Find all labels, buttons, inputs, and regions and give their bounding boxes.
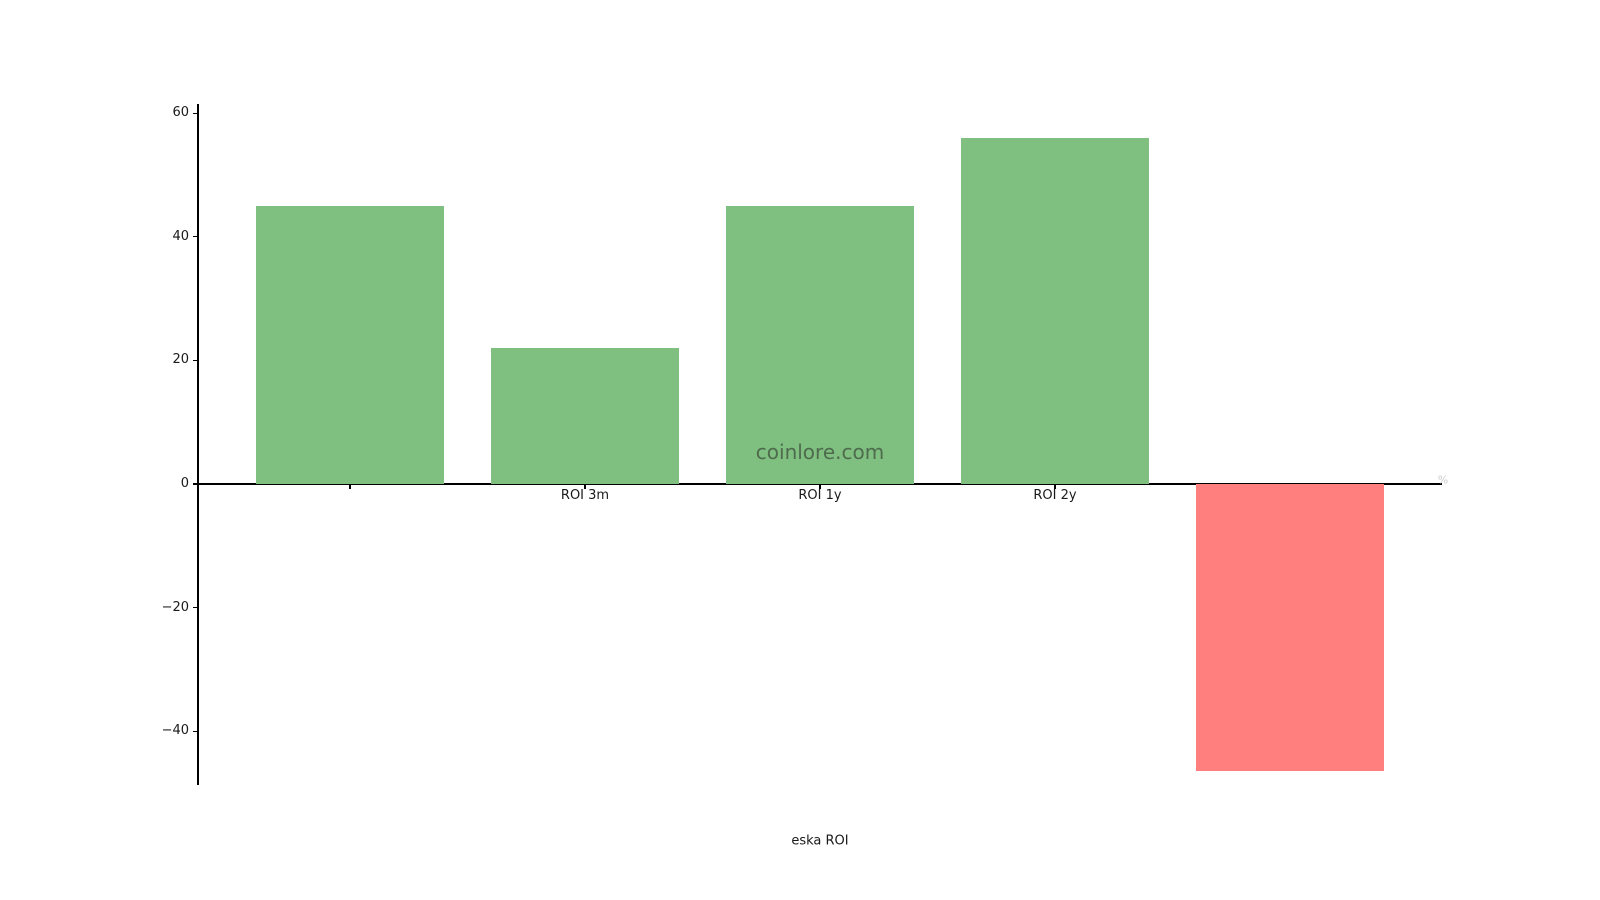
y-tick (193, 112, 198, 114)
x-tick-label: ROI 3m (560, 488, 610, 503)
x-tick-label: ROI 1y (798, 488, 842, 503)
y-tick (193, 607, 198, 609)
y-tick (193, 483, 198, 485)
bar-1-roi-3m (491, 348, 679, 484)
x-tick (819, 484, 821, 489)
bar-0 (256, 205, 444, 484)
x-tick (349, 484, 351, 489)
bar-2-roi-1y (726, 205, 914, 484)
x-tick (1054, 484, 1056, 489)
y-tick (193, 730, 198, 732)
x-axis-title: eska ROI (791, 833, 849, 849)
watermark-text: coinlore.com (755, 440, 885, 464)
y-tick (193, 359, 198, 362)
y-axis-spine (197, 104, 199, 785)
y-tick-label: 20 (172, 352, 189, 368)
y-tick-label: 40 (172, 228, 189, 244)
y-tick-label: −40 (161, 723, 189, 739)
bar-4 (1196, 484, 1384, 772)
x-tick (584, 484, 586, 489)
y-tick-label: 60 (172, 105, 189, 121)
bar-3-roi-2y (961, 137, 1149, 484)
x-tick-label: ROI 2y (1033, 488, 1077, 503)
y-tick (193, 236, 198, 238)
y-tick-label: 0 (180, 476, 189, 491)
y-tick-label: −20 (161, 599, 189, 615)
axis-end-percent-mark: % (1437, 473, 1449, 487)
